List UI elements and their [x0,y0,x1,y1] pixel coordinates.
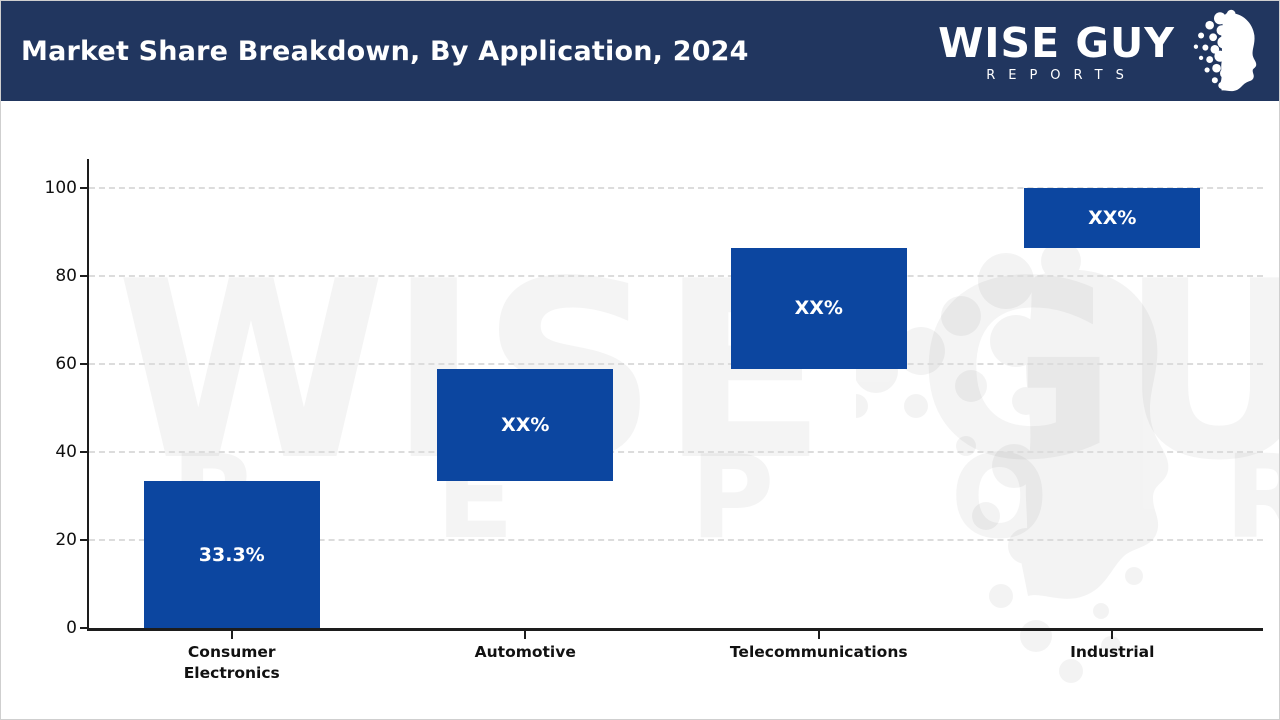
gridline-60 [89,363,1263,365]
x-tick-0 [230,631,233,639]
bar-value-label: 33.3% [198,543,265,566]
y-axis-line [87,159,89,631]
x-tick-3 [1111,631,1114,639]
y-tick-label-80: 80 [55,266,77,286]
x-tick-2 [817,631,820,639]
wiseguy-logo: WISE GUY REPORTS [938,8,1263,94]
y-tick-label-100: 100 [44,178,77,198]
gridline-40 [89,451,1263,453]
bar-industrial: XX% [1024,188,1201,248]
y-tick-0 [80,627,88,629]
waterfall-chart: 0 20 40 60 80 100 33.3% Consumer Electronics XX%… [1,101,1279,719]
y-tick-40 [80,451,88,453]
logo-subtext: REPORTS [986,68,1137,83]
x-tick-label-2: Telecommunications [729,643,908,661]
gridline-80 [89,275,1263,277]
wiseguy-face-icon [1193,9,1257,92]
bar-consumer-electronics: 33.3% [143,481,320,628]
bar-value-label: XX% [501,414,550,437]
x-axis-line [87,628,1263,631]
gridline-100 [89,187,1263,189]
x-tick-label-1: Automotive [474,643,576,661]
x-tick-label-0: Consumer Electronics [183,643,280,682]
y-tick-label-0: 0 [66,618,77,638]
bar-telecommunications: XX% [730,247,907,369]
x-tick-1 [524,631,527,639]
bar-value-label: XX% [794,297,843,320]
bar-value-label: XX% [1088,206,1137,229]
y-tick-100 [80,187,88,189]
y-tick-60 [80,363,88,365]
y-tick-label-60: 60 [55,354,77,374]
header: Market Share Breakdown, By Application, … [1,1,1279,101]
page-title: Market Share Breakdown, By Application, … [21,35,749,67]
logo-wordmark: WISE GUY [938,19,1175,67]
y-tick-label-20: 20 [55,530,77,550]
y-tick-20 [80,539,88,541]
bar-automotive: XX% [437,368,614,482]
y-tick-80 [80,275,88,277]
y-tick-label-40: 40 [55,442,77,462]
x-tick-label-3: Industrial [1070,643,1155,661]
gridline-20 [89,539,1263,541]
